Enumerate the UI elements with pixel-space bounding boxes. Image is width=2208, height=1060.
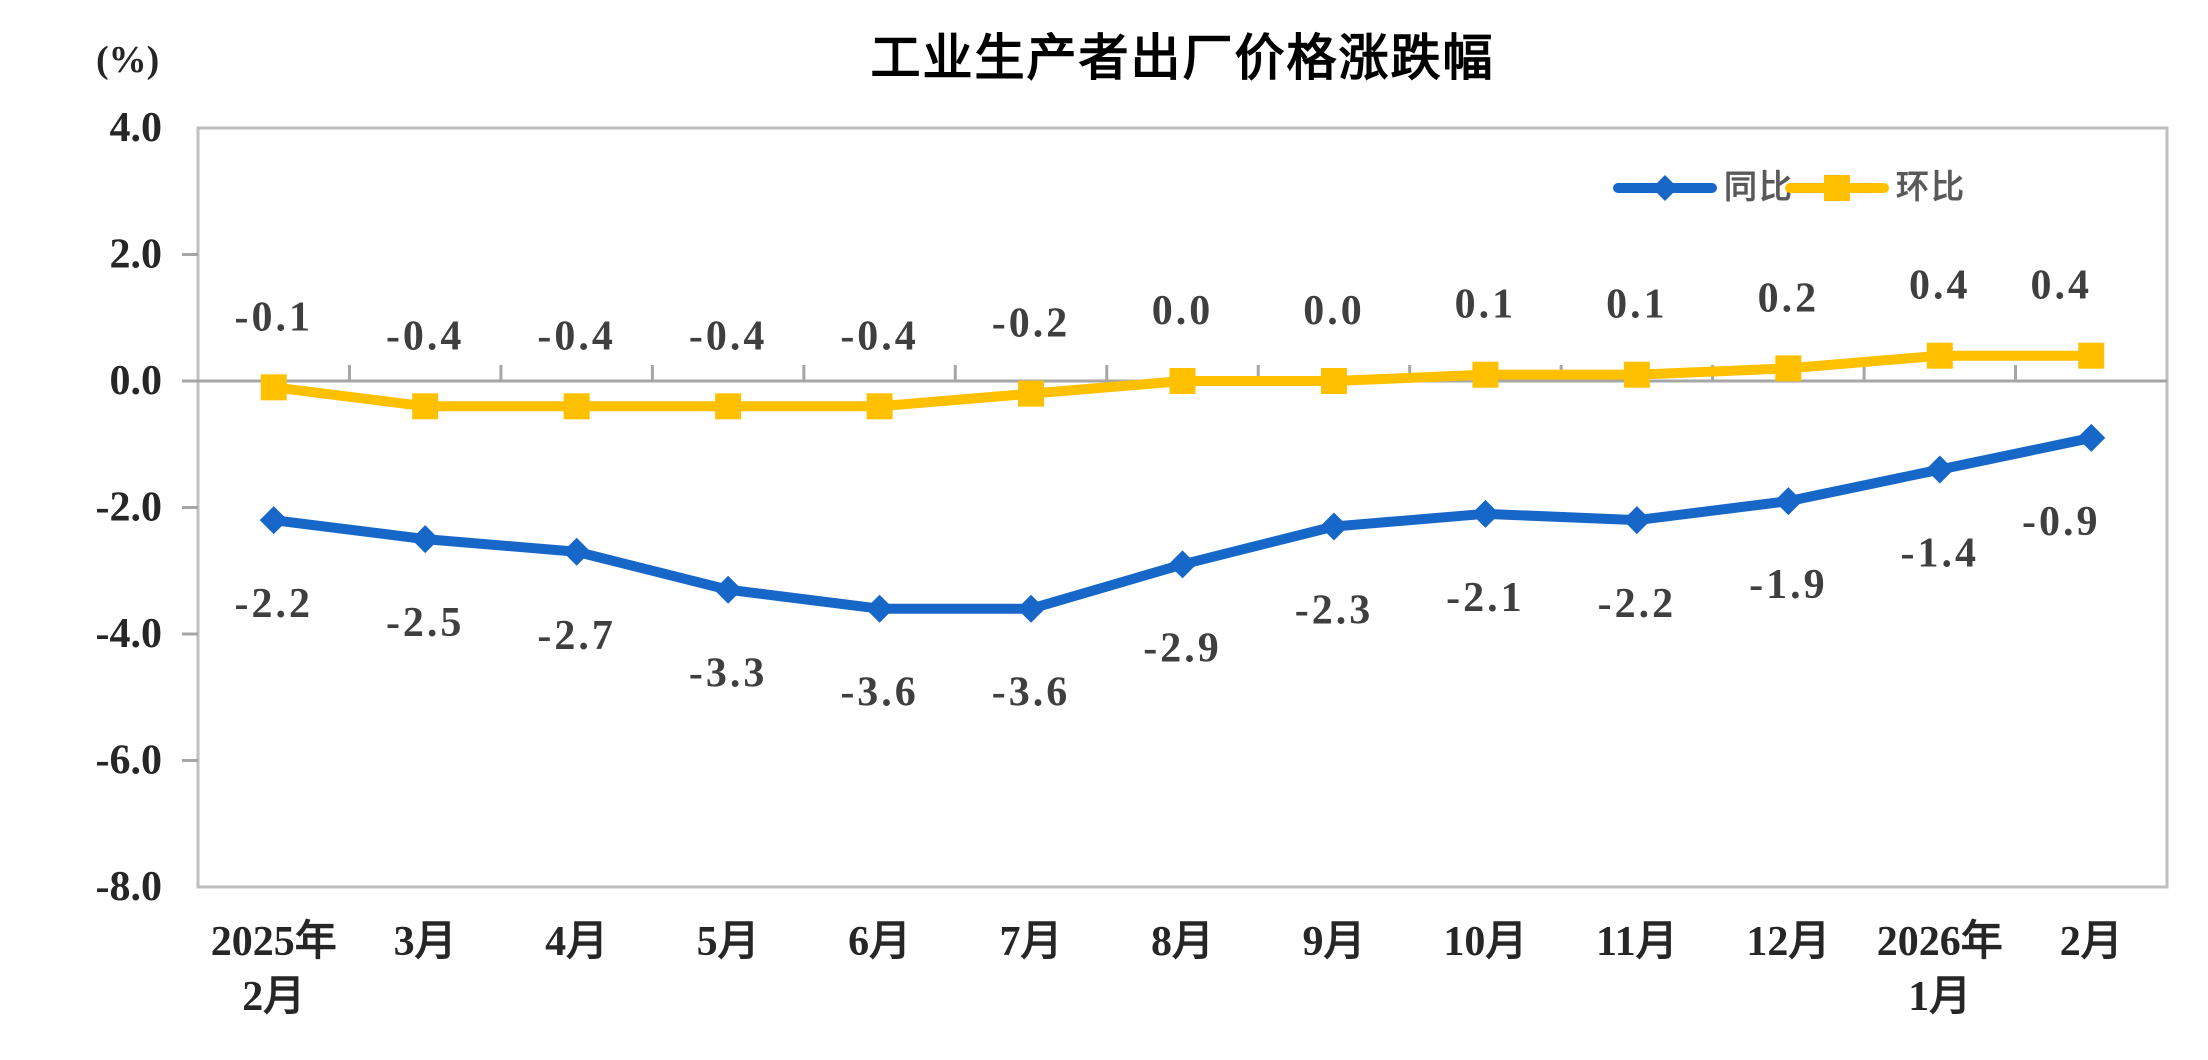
x-axis-category-label: 12月 [1746,919,1830,965]
data-label-环比: -0.1 [234,294,313,340]
y-axis-tick-label: 0.0 [110,358,163,404]
series-marker-环比 [412,393,439,420]
series-marker-同比 [1774,487,1803,516]
data-label-同比: -0.9 [2022,499,2101,545]
data-label-环比: -0.4 [537,313,616,359]
data-label-同比: -2.2 [1598,581,1677,627]
data-label-同比: -1.9 [1749,562,1828,608]
data-label-环比: -0.4 [386,313,465,359]
series-marker-环比 [2078,342,2105,369]
data-label-同比: -3.6 [840,670,919,716]
x-axis-category-label: 5月 [697,919,760,965]
x-axis-category-label: 2026年 1月 [1877,918,2003,1020]
x-axis-category-label: 2025年 2月 [211,918,337,1020]
data-label-环比: 0.1 [1455,282,1517,328]
data-label-环比: -0.4 [840,313,919,359]
y-axis-tick-label: -8.0 [96,864,163,910]
data-label-环比: 0.1 [1606,282,1668,328]
series-marker-环比 [1018,380,1045,407]
series-marker-同比 [562,537,591,566]
x-axis-category-label: 8月 [1151,919,1214,965]
y-axis-tick-label: -6.0 [96,738,163,784]
data-label-环比: 0.0 [1152,288,1214,334]
series-marker-同比 [1925,455,1954,484]
data-label-环比: 0.2 [1758,275,1820,321]
data-label-同比: -2.2 [234,581,313,627]
y-axis-tick-label: -4.0 [96,611,163,657]
y-axis-tick-label: 4.0 [110,105,163,151]
data-label-环比: -0.4 [689,313,768,359]
data-label-同比: -2.9 [1143,625,1222,671]
data-label-环比: 0.0 [1303,288,1365,334]
series-marker-同比 [259,506,288,535]
series-marker-同比 [1168,550,1197,579]
series-marker-环比 [1320,368,1347,394]
series-marker-同比 [411,525,440,554]
series-marker-同比 [1017,594,1046,623]
series-marker-环比 [1775,355,1802,382]
series-marker-环比 [1623,361,1650,388]
series-marker-同比 [1319,512,1348,541]
x-axis-category-label: 3月 [394,919,457,965]
legend-label-同比: 同比 [1724,169,1794,206]
data-label-同比: -2.7 [537,613,616,659]
data-label-环比: 0.4 [1909,263,1971,309]
legend-label-环比: 环比 [1896,169,1966,206]
series-marker-同比 [714,575,743,604]
data-label-同比: -2.3 [1295,587,1374,633]
series-marker-环比 [563,393,590,420]
data-label-同比: -2.5 [386,600,465,646]
y-axis-tick-label: 2.0 [110,232,163,278]
data-label-同比: -3.3 [689,651,768,697]
plot-border [196,126,2169,889]
y-axis-unit-label: (%) [96,39,160,81]
series-marker-环比 [260,374,287,401]
x-axis-category-label: 4月 [545,919,608,965]
x-axis-category-label: 7月 [1000,919,1063,965]
series-marker-同比 [865,594,894,623]
x-axis-category-label: 9月 [1302,919,1365,965]
series-marker-同比 [1622,506,1651,535]
data-label-环比: -0.2 [992,301,1071,347]
x-axis-category-label: 10月 [1443,919,1527,965]
x-axis-category-label: 6月 [848,919,911,965]
data-label-环比: 0.4 [2031,263,2093,309]
x-axis-category-label: 11月 [1596,919,1678,965]
series-marker-环比 [1472,361,1499,388]
series-marker-环比 [715,393,742,420]
y-axis-tick-label: -2.0 [96,485,163,531]
series-marker-环比 [1926,342,1953,369]
data-label-同比: -3.6 [992,670,1071,716]
legend-marker-同比 [1652,175,1678,201]
data-label-同比: -2.1 [1446,575,1525,621]
chart-title: 工业生产者出厂价格涨跌幅 [870,30,1495,86]
x-axis-category-label: 2月 [2060,919,2123,965]
series-marker-环比 [866,393,893,420]
data-label-同比: -1.4 [1901,531,1980,577]
legend-marker-环比 [1824,175,1850,201]
series-marker-同比 [1471,499,1500,528]
series-marker-同比 [2077,423,2106,452]
series-marker-环比 [1169,368,1196,394]
